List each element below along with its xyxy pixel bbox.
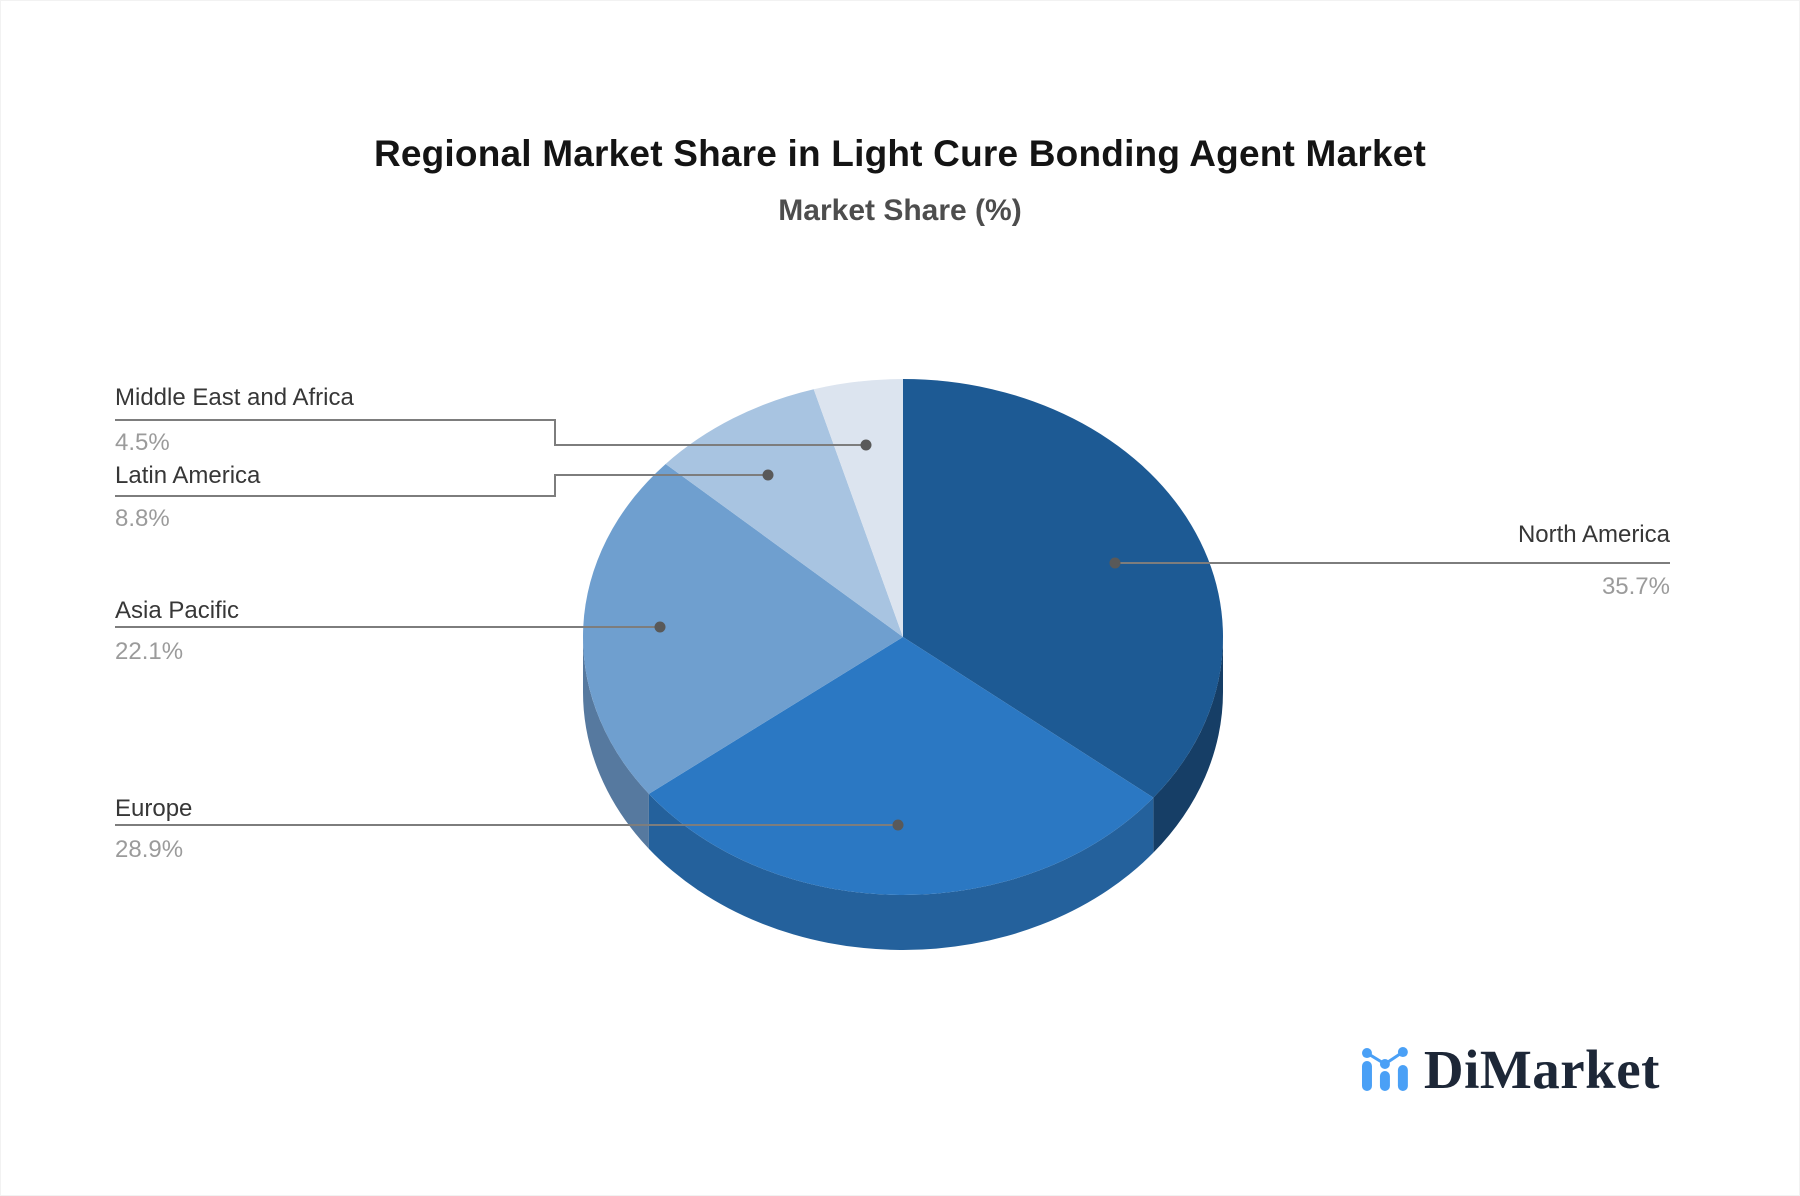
chart-subtitle: Market Share (%) — [778, 194, 1022, 227]
leader-dot-north-america — [1109, 557, 1121, 569]
leader-line-latin-america — [115, 474, 768, 497]
brand-logo-text: DiMarket — [1423, 1038, 1660, 1100]
pie-slice-asia-pacific[interactable] — [582, 463, 903, 794]
leader-line-middle-east-and-africa — [115, 419, 866, 446]
slice-value-middle-east-and-africa: 4.5% — [115, 429, 170, 456]
leader-dot-europe — [892, 819, 904, 831]
pie-slice-side-europe — [648, 793, 1154, 951]
pie-slice-side-north-america — [1153, 637, 1223, 853]
chart-title: Regional Market Share in Light Cure Bond… — [373, 133, 1427, 174]
brand-logo: DiMarket — [1360, 1034, 1660, 1104]
pie-slice-side-asia-pacific — [583, 637, 649, 849]
slice-value-latin-america: 8.8% — [115, 505, 170, 532]
pie-slice-north-america[interactable] — [903, 379, 1224, 798]
slice-label-asia-pacific: Asia Pacific — [115, 597, 240, 624]
slice-value-asia-pacific: 22.1% — [115, 638, 184, 665]
leader-dot-latin-america — [762, 469, 774, 481]
slice-label-latin-america: Latin America — [115, 462, 261, 489]
leader-dot-asia-pacific — [654, 621, 666, 633]
leader-dot-middle-east-and-africa — [860, 439, 872, 451]
slice-value-north-america: 35.7% — [1601, 573, 1670, 600]
slice-value-europe: 28.9% — [115, 836, 184, 863]
slice-label-middle-east-and-africa: Middle East and Africa — [115, 384, 354, 411]
brand-logo-icon — [1361, 1047, 1408, 1091]
slice-label-europe: Europe — [115, 795, 193, 822]
pie-slice-middle-east-and-africa[interactable] — [813, 379, 903, 637]
slice-label-north-america: North America — [1517, 521, 1670, 548]
pie-slice-europe[interactable] — [648, 637, 1154, 896]
pie-slice-latin-america[interactable] — [665, 389, 903, 637]
